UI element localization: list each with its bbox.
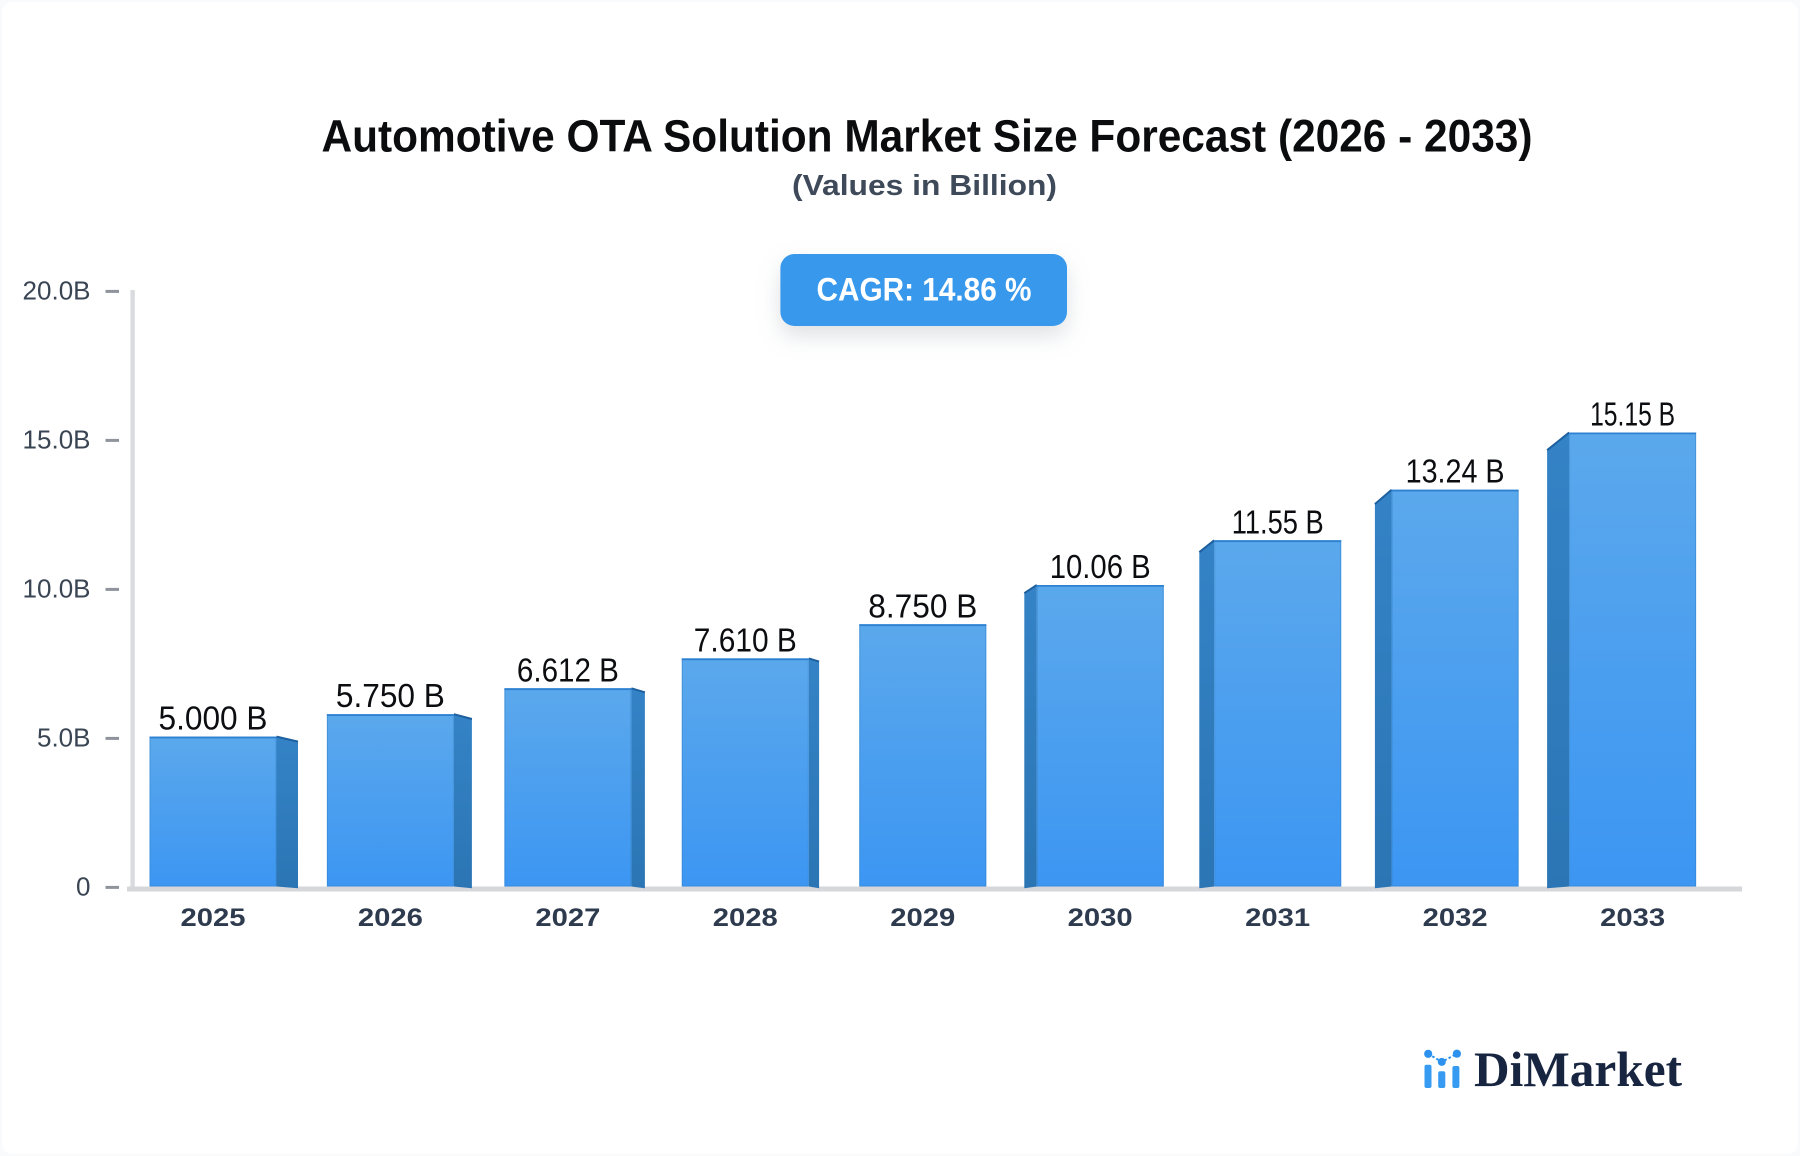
svg-text:5.0B: 5.0B	[37, 723, 91, 753]
svg-text:2029: 2029	[890, 904, 955, 932]
svg-text:11.55 B: 11.55 B	[1232, 503, 1324, 540]
svg-text:20.0B: 20.0B	[23, 276, 91, 306]
svg-text:15.15 B: 15.15 B	[1590, 396, 1675, 433]
svg-text:10.0B: 10.0B	[23, 574, 91, 604]
svg-text:8.750 B: 8.750 B	[868, 587, 977, 624]
svg-text:2026: 2026	[358, 904, 423, 932]
svg-text:Automotive OTA Solution Market: Automotive OTA Solution Market Size Fore…	[322, 110, 1533, 161]
svg-text:13.24 B: 13.24 B	[1406, 453, 1505, 490]
svg-text:10.06 B: 10.06 B	[1050, 548, 1151, 585]
svg-text:6.612 B: 6.612 B	[517, 651, 619, 688]
svg-text:CAGR: 14.86 %: CAGR: 14.86 %	[817, 271, 1032, 307]
svg-text:2028: 2028	[713, 904, 778, 932]
svg-text:2031: 2031	[1245, 904, 1310, 932]
svg-text:0: 0	[76, 872, 90, 902]
svg-text:5.750 B: 5.750 B	[336, 677, 445, 714]
svg-text:5.000 B: 5.000 B	[159, 700, 268, 737]
svg-text:15.0B: 15.0B	[23, 425, 91, 455]
svg-text:2025: 2025	[181, 904, 246, 932]
svg-text:2032: 2032	[1423, 904, 1488, 932]
svg-text:DiMarket: DiMarket	[1474, 1041, 1682, 1097]
svg-text:2033: 2033	[1600, 904, 1665, 932]
svg-text:2030: 2030	[1068, 904, 1133, 932]
svg-text:7.610 B: 7.610 B	[694, 621, 797, 658]
svg-text:2027: 2027	[535, 904, 600, 932]
svg-text:(Values in Billion): (Values in Billion)	[792, 170, 1057, 202]
